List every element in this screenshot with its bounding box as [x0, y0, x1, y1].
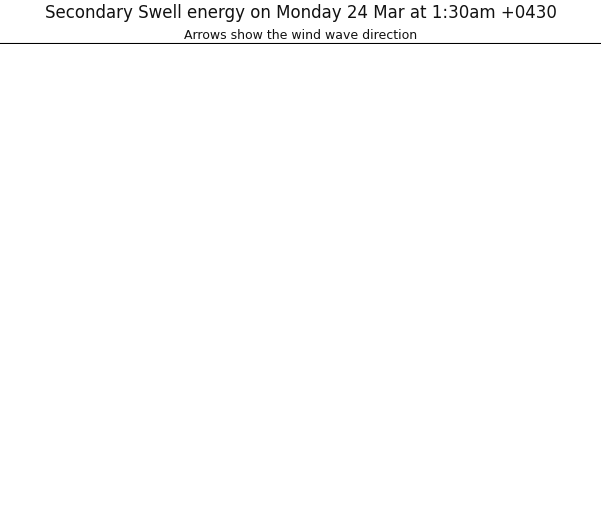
Text: Install cartopy for map rendering: Install cartopy for map rendering [174, 269, 427, 285]
Text: Secondary Swell energy on Monday 24 Mar at 1:30am +0430: Secondary Swell energy on Monday 24 Mar … [44, 5, 557, 22]
Text: Arrows show the wind wave direction: Arrows show the wind wave direction [184, 29, 417, 41]
